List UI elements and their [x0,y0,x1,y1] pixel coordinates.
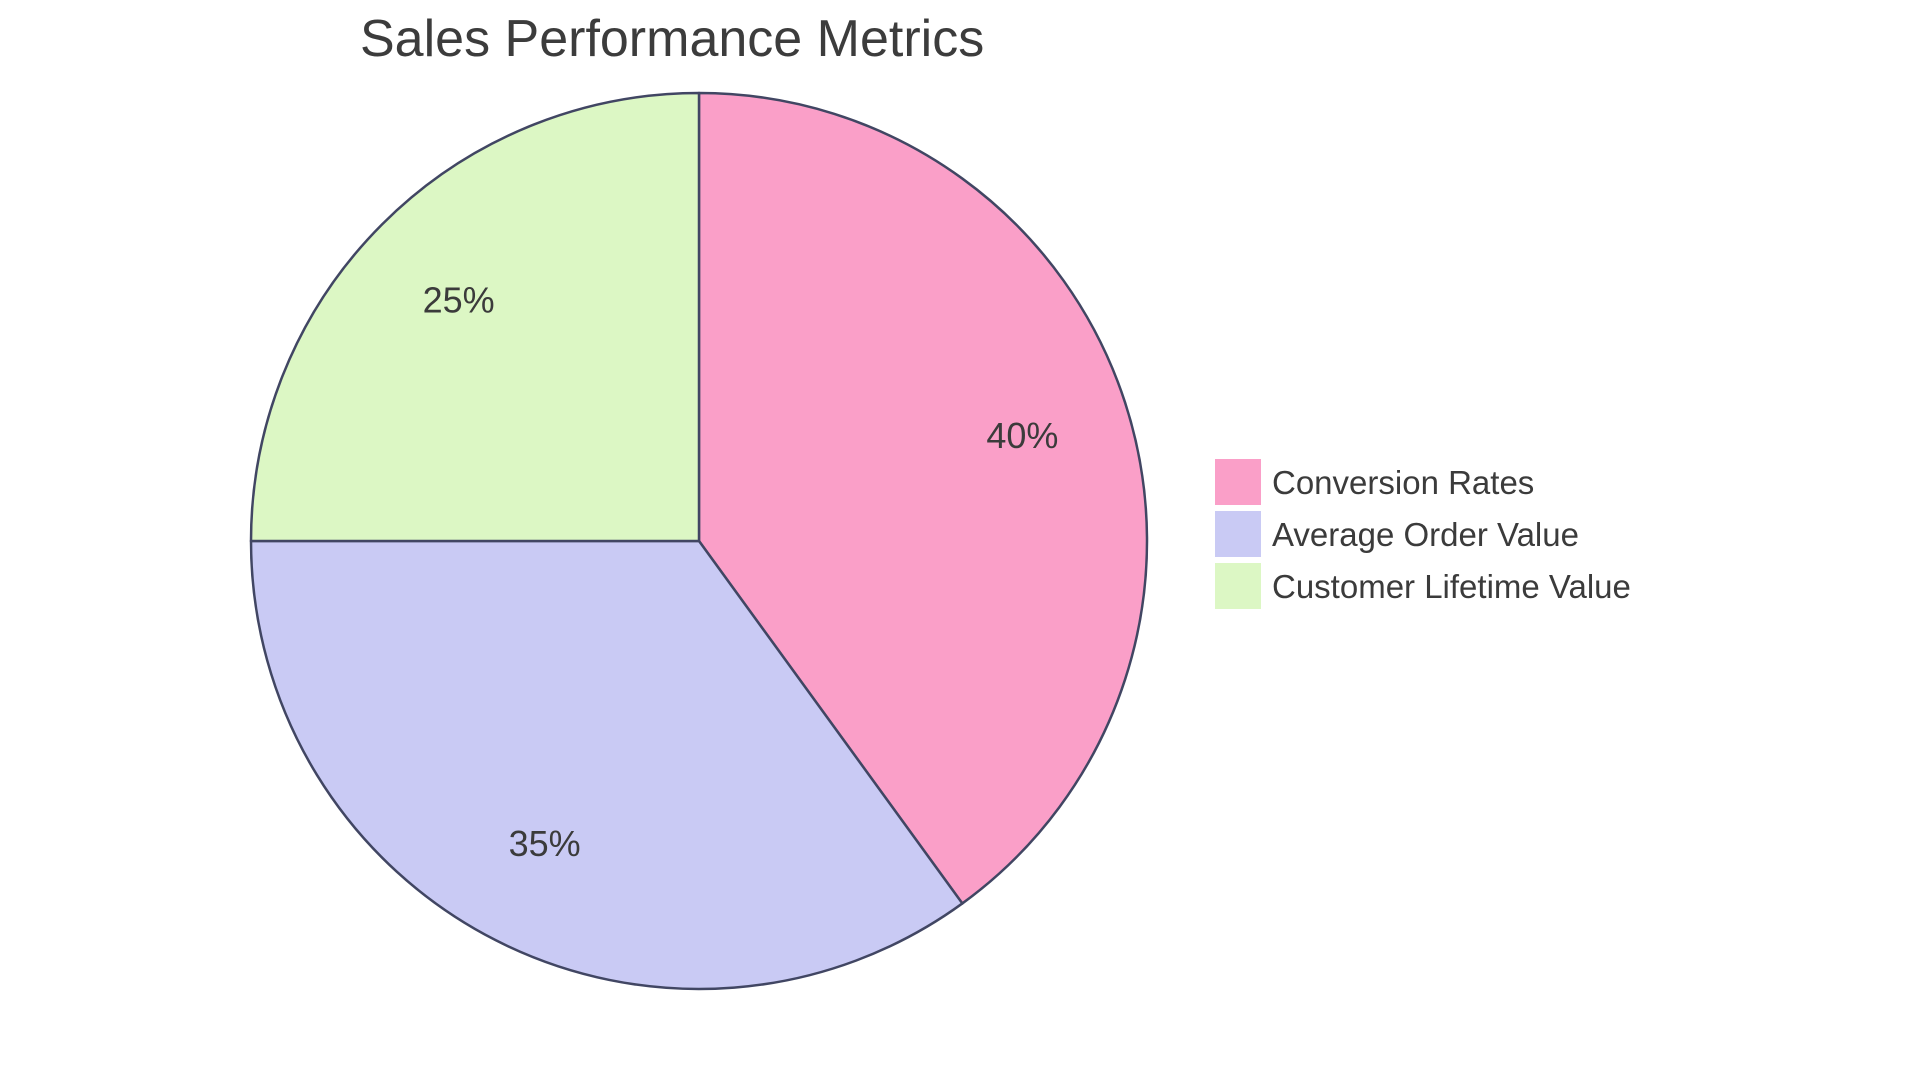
pie-slice-0 [697,91,1149,905]
slice-percent-label-2: 25% [423,280,495,321]
legend-swatch [1215,563,1261,609]
legend: Conversion Rates Average Order Value Cus… [1215,459,1631,609]
pie-slice-2 [249,91,701,543]
legend-label: Customer Lifetime Value [1272,567,1631,605]
pie-slice-1 [249,539,964,991]
legend-label: Conversion Rates [1272,463,1535,501]
legend-label: Average Order Value [1272,515,1579,553]
legend-swatch [1215,459,1261,505]
legend-item-customer-lifetime-value: Customer Lifetime Value [1215,563,1631,609]
slice-percent-label-0: 40% [986,415,1058,456]
legend-item-conversion-rates: Conversion Rates [1215,459,1631,505]
legend-swatch [1215,511,1261,557]
legend-item-average-order-value: Average Order Value [1215,511,1631,557]
slice-percent-label-1: 35% [509,823,581,864]
chart-title: Sales Performance Metrics [360,10,985,68]
